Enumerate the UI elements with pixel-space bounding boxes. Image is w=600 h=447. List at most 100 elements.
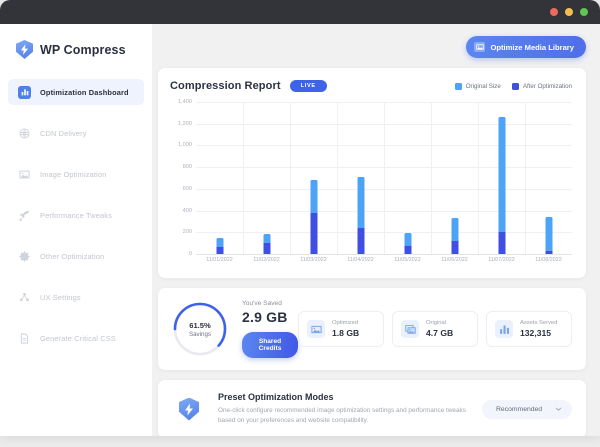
sidebar-item-performance-tweaks[interactable]: Performance Tweaks <box>8 202 144 228</box>
x-axis-tick: 11/07/2022 <box>488 257 515 263</box>
chart-plot-area: 0 200 400 600 800 1,000 1,200 1,400 11/01/2022 1… <box>170 99 572 270</box>
sidebar-item-optimization-dashboard[interactable]: Optimization Dashboard <box>8 79 144 105</box>
stat-value: 1.8 GB <box>332 328 360 338</box>
chart-title: Compression Report <box>170 80 281 92</box>
stat-label: Original <box>426 320 446 326</box>
bar-segment-after-optimization <box>451 240 458 254</box>
chart-bar[interactable] <box>545 217 552 254</box>
chart-gridlines <box>196 102 572 255</box>
legend-swatch <box>511 82 519 90</box>
sidebar-item-label: Performance Tweaks <box>40 210 112 220</box>
legend-label: Original Size <box>465 82 501 90</box>
sliders-icon <box>18 291 31 304</box>
chevron-down-icon <box>555 407 562 411</box>
y-axis-tick: 0 <box>188 251 192 257</box>
chart-bar[interactable] <box>216 237 223 254</box>
bar-segment-after-optimization <box>310 213 317 254</box>
bar-segment-after-optimization <box>498 231 505 254</box>
rocket-icon <box>18 209 31 222</box>
y-axis-tick: 800 <box>182 164 192 171</box>
chart-y-axis: 0 200 400 600 800 1,000 1,200 1,400 <box>170 99 194 257</box>
stat-label: Optimized <box>332 320 359 326</box>
stat-value: 132,315 <box>520 328 552 338</box>
preset-icon-wrap <box>172 392 206 426</box>
chart-bar[interactable] <box>263 234 270 254</box>
gridline-vertical <box>337 102 338 254</box>
saved-block: You've Saved 2.9 GB Shared Credits <box>242 300 298 358</box>
shield-bolt-icon <box>16 40 33 59</box>
sidebar-nav: Optimization Dashboard CDN Delivery Imag… <box>0 79 152 351</box>
bar-segment-original-size <box>545 217 552 251</box>
y-axis-tick: 1,000 <box>178 142 192 149</box>
bar-segment-original-size <box>263 234 270 244</box>
gear-icon <box>18 250 31 263</box>
chart-header: Compression Report LIVE Original Size Aft… <box>170 80 572 92</box>
preset-mode-select[interactable]: Recommended <box>482 399 572 419</box>
x-axis-tick: 11/01/2022 <box>206 257 233 263</box>
bar-chart-icon <box>495 320 513 338</box>
status-badge-live: LIVE <box>289 80 327 92</box>
preset-optimization-modes-card: Preset Optimization Modes One-click conf… <box>158 380 586 436</box>
legend-item[interactable]: Original Size <box>454 82 501 90</box>
stat-label: Assets Served <box>520 320 558 326</box>
y-axis-tick: 400 <box>182 207 192 214</box>
bar-segment-original-size <box>357 176 364 229</box>
sidebar-item-cdn-delivery[interactable]: CDN Delivery <box>8 120 144 146</box>
app-body: WP Compress Optimization Dashboard CDN D… <box>0 24 600 436</box>
brand-logo: WP Compress <box>0 34 152 73</box>
sidebar-item-label: Other Optimization <box>40 251 105 261</box>
donut-center-labels: 61.5% Savings <box>172 301 228 357</box>
chart-bar[interactable] <box>404 232 411 254</box>
gridline-vertical <box>384 102 385 254</box>
savings-caption: Savings <box>188 330 211 338</box>
preset-description: One-click configure recommended image op… <box>218 407 466 424</box>
legend-item[interactable]: After Optimization <box>511 82 572 90</box>
preset-title: Preset Optimization Modes <box>218 392 334 403</box>
bar-segment-after-optimization <box>216 247 223 254</box>
bar-segment-original-size <box>498 116 505 232</box>
mini-stat-cards: Optimized 1.8 GB Original 4.7 GB <box>298 311 572 347</box>
bar-segment-after-optimization <box>404 245 411 254</box>
shield-bolt-icon <box>179 397 199 421</box>
sidebar-item-label: CDN Delivery <box>40 128 87 138</box>
y-axis-tick: 1,200 <box>178 120 192 127</box>
chart-bar[interactable] <box>498 116 505 254</box>
optimize-media-library-button[interactable]: Optimize Media Library <box>466 36 586 58</box>
compression-report-card: Compression Report LIVE Original Size Aft… <box>158 68 586 278</box>
optimize-media-library-label: Optimize Media Library <box>490 42 574 52</box>
window-titlebar <box>0 0 600 24</box>
topbar: Optimize Media Library <box>158 34 586 58</box>
image-icon <box>307 320 325 338</box>
stat-card-assets-served: Assets Served 132,315 <box>486 311 572 347</box>
sidebar: WP Compress Optimization Dashboard CDN D… <box>0 24 152 436</box>
chart-bar[interactable] <box>451 218 458 254</box>
x-axis-tick: 11/02/2022 <box>253 257 280 263</box>
chart-bar[interactable] <box>357 176 364 254</box>
shared-credits-button[interactable]: Shared Credits <box>242 332 298 358</box>
saved-value: 2.9 GB <box>242 309 288 325</box>
gridline-vertical <box>243 102 244 254</box>
y-axis-tick: 200 <box>182 229 192 236</box>
chart-bar[interactable] <box>310 179 317 254</box>
sidebar-item-other-optimization[interactable]: Other Optimization <box>8 243 144 269</box>
window-minimize-dot[interactable] <box>565 8 573 16</box>
bar-segment-after-optimization <box>357 228 364 254</box>
savings-summary-card: 61.5% Savings You've Saved 2.9 GB Shared… <box>158 288 586 370</box>
x-axis-tick: 11/05/2022 <box>394 257 421 263</box>
chart-bars <box>196 102 572 254</box>
window-maximize-dot[interactable] <box>580 8 588 16</box>
gridline-vertical <box>478 102 479 254</box>
globe-icon <box>18 127 31 140</box>
sidebar-item-image-optimization[interactable]: Image Optimization <box>8 161 144 187</box>
window-close-dot[interactable] <box>550 8 558 16</box>
gridline-vertical <box>431 102 432 254</box>
y-axis-tick: 600 <box>182 185 192 192</box>
sidebar-item-label: Image Optimization <box>40 169 107 179</box>
x-axis-tick: 11/08/2022 <box>535 257 562 263</box>
document-icon <box>18 332 31 345</box>
sidebar-item-generate-critical-css[interactable]: Generate Critical CSS <box>8 325 144 351</box>
sidebar-item-ux-settings[interactable]: UX Settings <box>8 284 144 310</box>
gridline-vertical <box>525 102 526 254</box>
x-axis-tick: 11/06/2022 <box>441 257 468 263</box>
sidebar-item-label: Optimization Dashboard <box>40 87 129 97</box>
